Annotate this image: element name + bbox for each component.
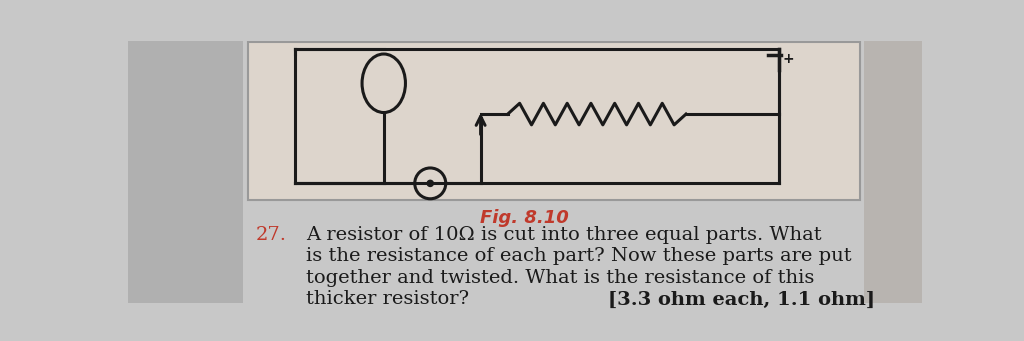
Text: thicker resistor?: thicker resistor?: [306, 291, 469, 308]
Bar: [128, 41, 243, 303]
Bar: [864, 41, 922, 303]
Text: [3.3 ohm each, 1.1 ohm]: [3.3 ohm each, 1.1 ohm]: [608, 291, 876, 308]
Text: +: +: [783, 53, 795, 66]
Text: 27.: 27.: [256, 226, 287, 244]
Circle shape: [427, 180, 433, 187]
Text: Fig. 8.10: Fig. 8.10: [480, 209, 569, 227]
Text: is the resistance of each part? Now these parts are put: is the resistance of each part? Now thes…: [306, 247, 852, 265]
Text: A resistor of 10Ω is cut into three equal parts. What: A resistor of 10Ω is cut into three equa…: [306, 226, 822, 244]
Text: together and twisted. What is the resistance of this: together and twisted. What is the resist…: [306, 269, 815, 287]
Bar: [248, 43, 860, 200]
